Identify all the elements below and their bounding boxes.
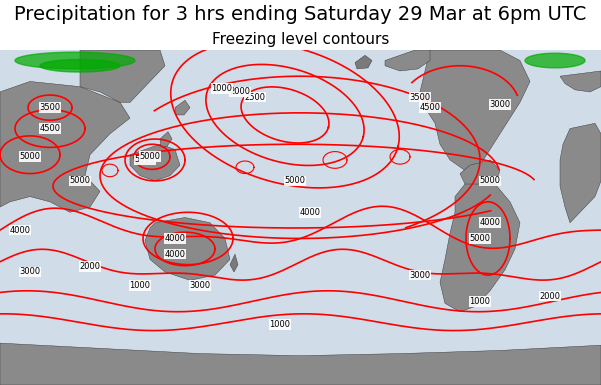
Polygon shape [460,160,500,188]
Text: 3500: 3500 [40,103,61,112]
Polygon shape [560,123,601,223]
Polygon shape [355,55,372,69]
Text: 3000: 3000 [189,281,210,290]
Text: 4000: 4000 [165,234,186,243]
Polygon shape [385,50,430,71]
Polygon shape [0,343,601,385]
Text: 4000: 4000 [480,218,501,227]
Text: 5000: 5000 [19,152,40,161]
Text: 1000: 1000 [269,320,290,329]
Text: 5000: 5000 [480,176,501,186]
Text: 1000: 1000 [129,281,150,290]
Text: Freezing level contours: Freezing level contours [212,32,389,47]
Text: 5000: 5000 [70,176,91,186]
Text: 5000: 5000 [469,234,490,243]
Polygon shape [440,184,520,312]
Polygon shape [0,82,130,212]
Text: 3500: 3500 [409,93,430,102]
Polygon shape [130,144,180,181]
Polygon shape [145,218,230,280]
Text: 3000: 3000 [409,271,430,280]
Text: 5000: 5000 [284,176,305,186]
Text: 3000: 3000 [19,268,40,276]
Text: 4500: 4500 [40,124,61,133]
Polygon shape [160,132,172,146]
Polygon shape [175,100,190,115]
Text: 5000: 5000 [139,152,160,161]
Polygon shape [420,50,530,171]
Text: Precipitation for 3 hrs ending Saturday 29 Mar at 6pm UTC: Precipitation for 3 hrs ending Saturday … [14,5,587,23]
Text: 1000: 1000 [469,297,490,306]
Text: 3000: 3000 [489,100,511,109]
Text: 2500: 2500 [245,93,266,102]
Polygon shape [15,52,135,69]
Text: 2000: 2000 [540,291,561,301]
Text: 2000: 2000 [79,262,100,271]
Polygon shape [230,254,238,272]
Polygon shape [525,53,585,68]
Text: 5000: 5000 [135,156,156,164]
Text: 4500: 4500 [419,103,441,112]
Polygon shape [560,71,601,92]
Polygon shape [40,59,120,72]
Text: 4000: 4000 [165,249,186,259]
Text: 1000: 1000 [212,84,233,93]
Polygon shape [80,50,165,102]
Text: 2000: 2000 [230,87,251,96]
Text: 4000: 4000 [299,208,320,217]
Text: 4000: 4000 [10,226,31,234]
